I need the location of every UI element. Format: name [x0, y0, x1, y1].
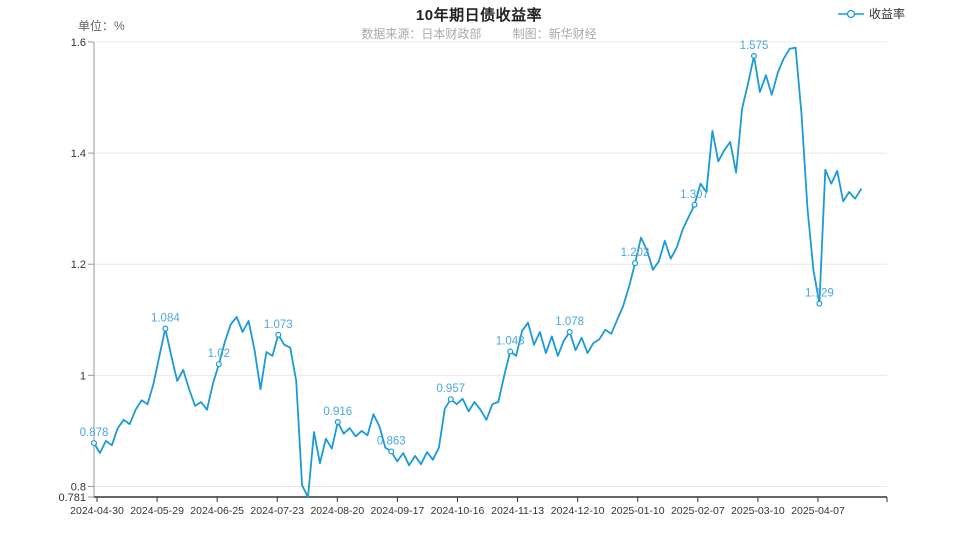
data-point-marker: [388, 448, 395, 455]
x-tick-label: 2025-03-10: [731, 505, 785, 517]
x-tick-label: 2025-02-07: [671, 505, 725, 517]
y-tick-label: 0.781: [58, 492, 86, 504]
data-point-label: 1.043: [496, 335, 525, 347]
x-tick-label: 2024-07-23: [250, 505, 304, 517]
x-tick-label: 2024-10-16: [431, 505, 485, 517]
data-point-label: 1.129: [805, 288, 834, 300]
data-point-label: 1.307: [680, 189, 709, 201]
data-point-label: 1.02: [208, 348, 230, 360]
y-tick-label: 0.8: [71, 481, 86, 493]
data-point-label: 1.202: [621, 247, 650, 259]
data-point-label: 1.084: [151, 313, 180, 325]
chart-subtitle: 数据来源：日本财政部 制图：新华财经: [0, 25, 958, 42]
data-point-label: 1.575: [740, 40, 769, 52]
legend-item-yield[interactable]: 收益率: [837, 5, 905, 22]
data-point-marker: [162, 325, 169, 332]
data-point-marker: [507, 348, 514, 355]
legend-label: 收益率: [868, 7, 905, 21]
data-point-label: 0.916: [323, 406, 352, 418]
data-point-label: 1.073: [264, 319, 293, 331]
data-point-marker: [447, 396, 454, 403]
y-tick-label: 1.4: [71, 148, 86, 160]
y-tick-label: 1.6: [71, 37, 86, 49]
y-tick-label: 1.2: [71, 259, 86, 271]
data-point-marker: [275, 331, 282, 338]
data-point-marker: [632, 260, 639, 267]
x-tick-label: 2025-04-07: [791, 505, 845, 517]
x-tick-label: 2024-06-25: [190, 505, 244, 517]
x-tick-label: 2024-05-29: [130, 505, 184, 517]
series-line: [93, 46, 862, 498]
x-tick-label: 2025-01-10: [611, 505, 665, 517]
x-tick-label: 2024-08-20: [310, 505, 364, 517]
data-point-label: 0.957: [436, 383, 465, 395]
data-point-marker: [816, 300, 823, 307]
data-point-marker: [334, 419, 341, 426]
x-tick-label: 2024-11-13: [491, 505, 544, 517]
data-point-marker: [215, 361, 222, 368]
x-tick-label: 2024-04-30: [70, 505, 124, 517]
data-point-marker: [566, 329, 573, 336]
data-source-label: 数据来源：日本财政部: [361, 27, 482, 41]
data-point-label: 1.078: [555, 316, 584, 328]
data-point-label: 0.863: [377, 435, 406, 447]
x-tick-label: 2024-12-10: [551, 505, 605, 517]
chart-maker-label: 制图：新华财经: [512, 27, 597, 41]
chart-title: 10年期日债收益率: [415, 7, 543, 24]
y-axis-unit-label: 单位：%: [78, 19, 125, 33]
x-tick-label: 2024-09-17: [371, 505, 425, 517]
data-point-marker: [750, 52, 757, 59]
data-point-label: 0.878: [80, 427, 109, 439]
data-point-marker: [691, 201, 698, 208]
line-series-icon: [837, 9, 864, 19]
data-point-marker: [90, 440, 97, 447]
y-tick-label: 1: [80, 370, 86, 382]
